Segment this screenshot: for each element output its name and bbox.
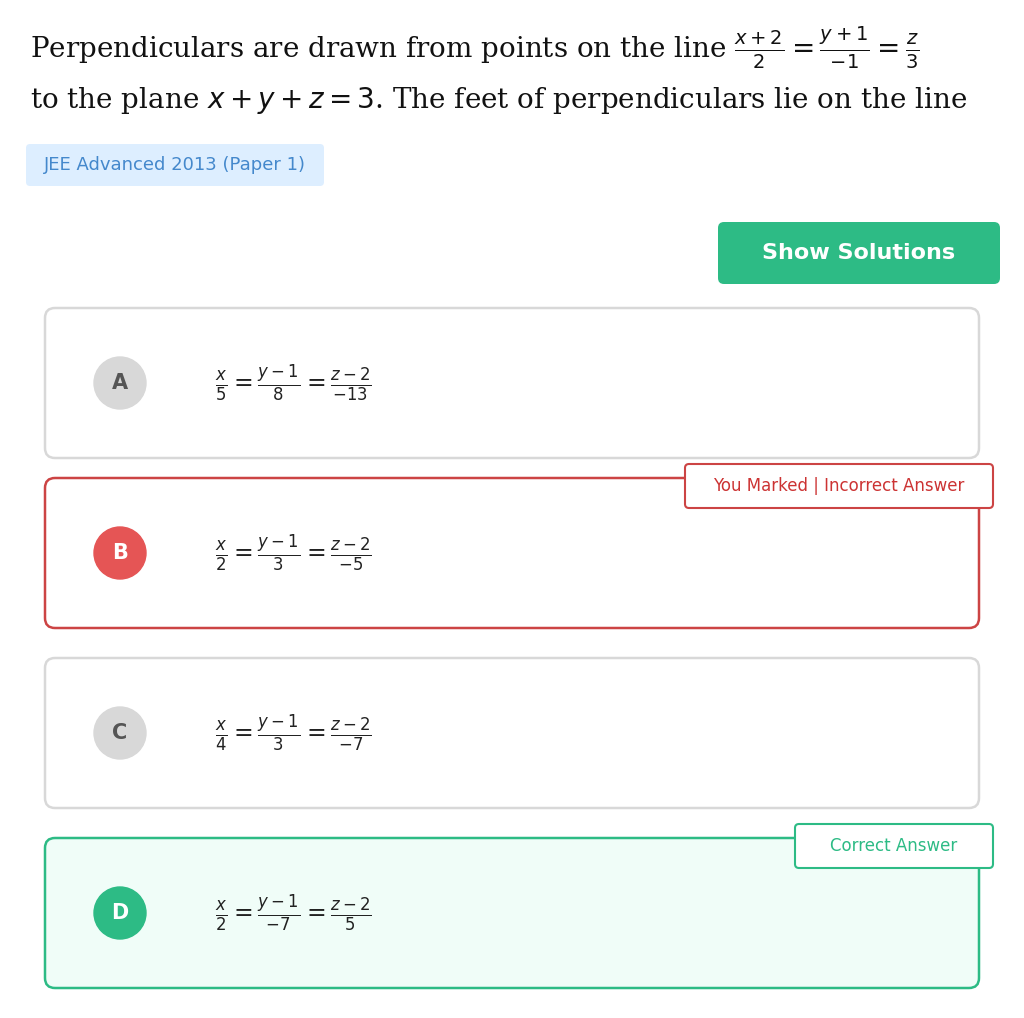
FancyBboxPatch shape — [45, 308, 979, 458]
Text: A: A — [112, 373, 128, 393]
FancyBboxPatch shape — [795, 824, 993, 868]
Text: $\frac{x}{2} = \frac{y-1}{-7} = \frac{z-2}{5}$: $\frac{x}{2} = \frac{y-1}{-7} = \frac{z-… — [215, 893, 372, 934]
Text: Correct Answer: Correct Answer — [830, 837, 957, 855]
FancyBboxPatch shape — [685, 464, 993, 508]
Circle shape — [94, 706, 146, 759]
Text: Show Solutions: Show Solutions — [763, 243, 955, 263]
Circle shape — [94, 527, 146, 579]
Text: C: C — [113, 723, 128, 743]
Circle shape — [94, 887, 146, 939]
FancyBboxPatch shape — [26, 144, 324, 186]
Text: $\frac{x}{5} = \frac{y-1}{8} = \frac{z-2}{-13}$: $\frac{x}{5} = \frac{y-1}{8} = \frac{z-2… — [215, 362, 372, 403]
FancyBboxPatch shape — [45, 478, 979, 628]
Text: Perpendiculars are drawn from points on the line $\frac{x+2}{2} = \frac{y+1}{-1}: Perpendiculars are drawn from points on … — [30, 24, 920, 71]
FancyBboxPatch shape — [45, 658, 979, 808]
Circle shape — [94, 357, 146, 409]
Text: You Marked | Incorrect Answer: You Marked | Incorrect Answer — [714, 477, 965, 495]
Text: B: B — [112, 543, 128, 563]
Text: $\frac{x}{4} = \frac{y-1}{3} = \frac{z-2}{-7}$: $\frac{x}{4} = \frac{y-1}{3} = \frac{z-2… — [215, 713, 372, 753]
FancyBboxPatch shape — [45, 838, 979, 988]
Text: to the plane $x + y + z = 3$. The feet of perpendiculars lie on the line: to the plane $x + y + z = 3$. The feet o… — [30, 84, 968, 115]
Text: $\frac{x}{2} = \frac{y-1}{3} = \frac{z-2}{-5}$: $\frac{x}{2} = \frac{y-1}{3} = \frac{z-2… — [215, 532, 372, 573]
FancyBboxPatch shape — [718, 222, 1000, 284]
Text: D: D — [112, 903, 129, 923]
Text: JEE Advanced 2013 (Paper 1): JEE Advanced 2013 (Paper 1) — [44, 156, 306, 174]
